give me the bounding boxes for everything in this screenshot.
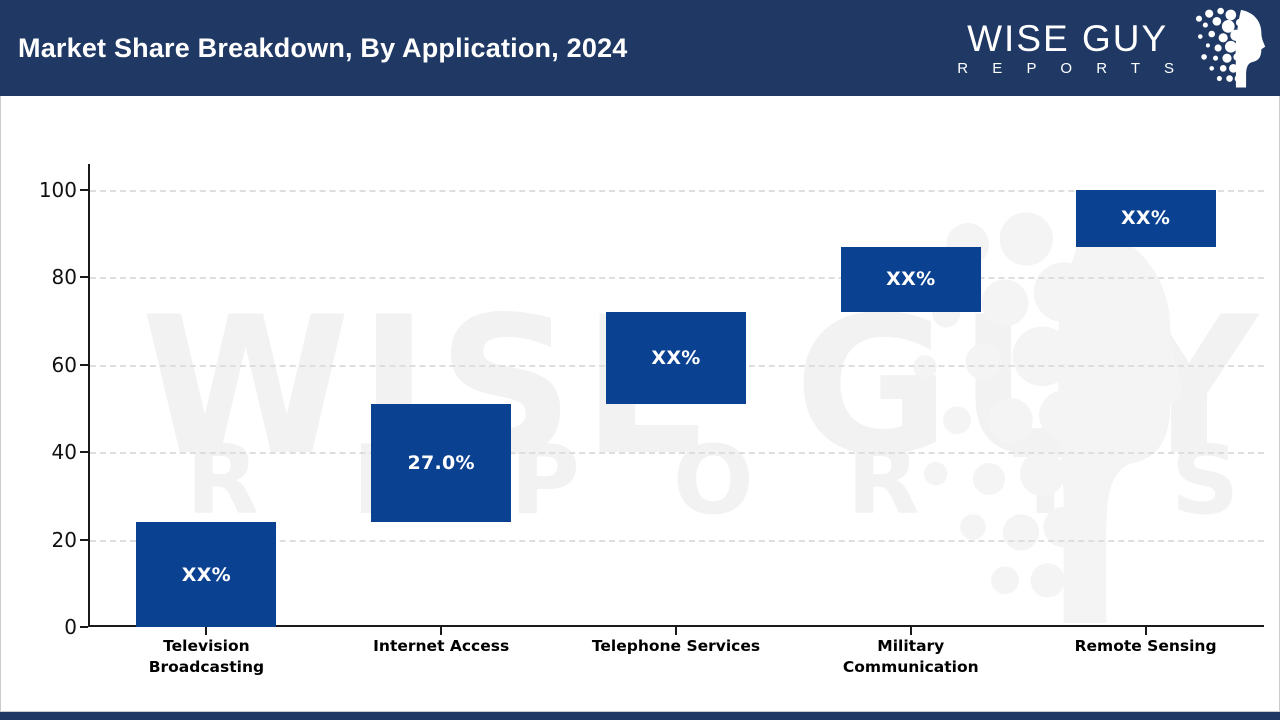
brand-logo-text: WISE GUY R E P O R T S	[951, 20, 1184, 77]
x-category-label: Internet Access	[373, 637, 510, 655]
bar-segment[interactable]: XX%	[136, 522, 277, 627]
brand-logo-subtitle: R E P O R T S	[957, 59, 1184, 77]
gridline-100	[90, 189, 1264, 192]
x-tick-mark-1	[440, 627, 443, 635]
page-title: Market Share Breakdown, By Application, …	[18, 32, 628, 63]
x-tick-mark-2	[675, 627, 677, 635]
y-tick-mark-100	[80, 188, 88, 191]
y-tick-label-20: 20	[51, 527, 77, 552]
brand-logo: WISE GUY R E P O R T S	[951, 6, 1280, 90]
y-tick-mark-0	[80, 626, 88, 628]
y-tick-mark-80	[80, 276, 88, 279]
bar-segment[interactable]: XX%	[840, 246, 981, 313]
y-tick-label-80: 80	[51, 265, 77, 290]
bar-value-label: XX%	[651, 347, 701, 370]
x-axis-spine	[88, 625, 1264, 627]
bar-segment[interactable]: 27.0%	[371, 404, 512, 523]
bar-segment[interactable]: XX%	[606, 312, 746, 404]
y-tick-mark-20	[80, 538, 88, 541]
gridline-80	[90, 277, 1264, 280]
brand-head-icon	[1195, 7, 1266, 88]
bar-segment[interactable]: XX%	[1075, 189, 1216, 247]
x-category-label: Television Broadcasting	[148, 637, 265, 676]
bar-value-label: XX%	[1120, 207, 1171, 230]
y-tick-mark-40	[80, 451, 88, 454]
chart-area: WISE GUY R E P O R T S 0 20 40 60 80 100 XX% Te…	[0, 96, 1280, 712]
x-tick-mark-3	[909, 627, 912, 635]
x-tick-mark-4	[1144, 627, 1147, 635]
brand-logo-name: WISE GUY	[967, 17, 1169, 59]
x-category-label: Remote Sensing	[1074, 637, 1217, 655]
x-tick-mark-0	[205, 627, 208, 635]
gridline-40	[90, 452, 1264, 455]
x-category-label: Telephone Services	[591, 637, 761, 655]
watermark-text-2: R E P O R T S	[186, 426, 1270, 536]
x-category-label: Military Communication	[842, 637, 979, 676]
bar-value-label: 27.0%	[407, 452, 475, 475]
y-tick-label-0: 0	[64, 615, 77, 639]
header-bar: Market Share Breakdown, By Application, …	[0, 0, 1280, 96]
y-axis-spine	[88, 164, 90, 627]
y-tick-label-100: 100	[38, 177, 77, 202]
bar-value-label: XX%	[886, 268, 936, 291]
gridline-20	[90, 539, 1264, 542]
y-tick-label-40: 40	[51, 440, 77, 465]
footer-bar	[0, 712, 1280, 720]
bar-value-label: XX%	[181, 563, 232, 586]
y-tick-label-60: 60	[51, 352, 77, 377]
y-tick-mark-60	[80, 363, 88, 366]
